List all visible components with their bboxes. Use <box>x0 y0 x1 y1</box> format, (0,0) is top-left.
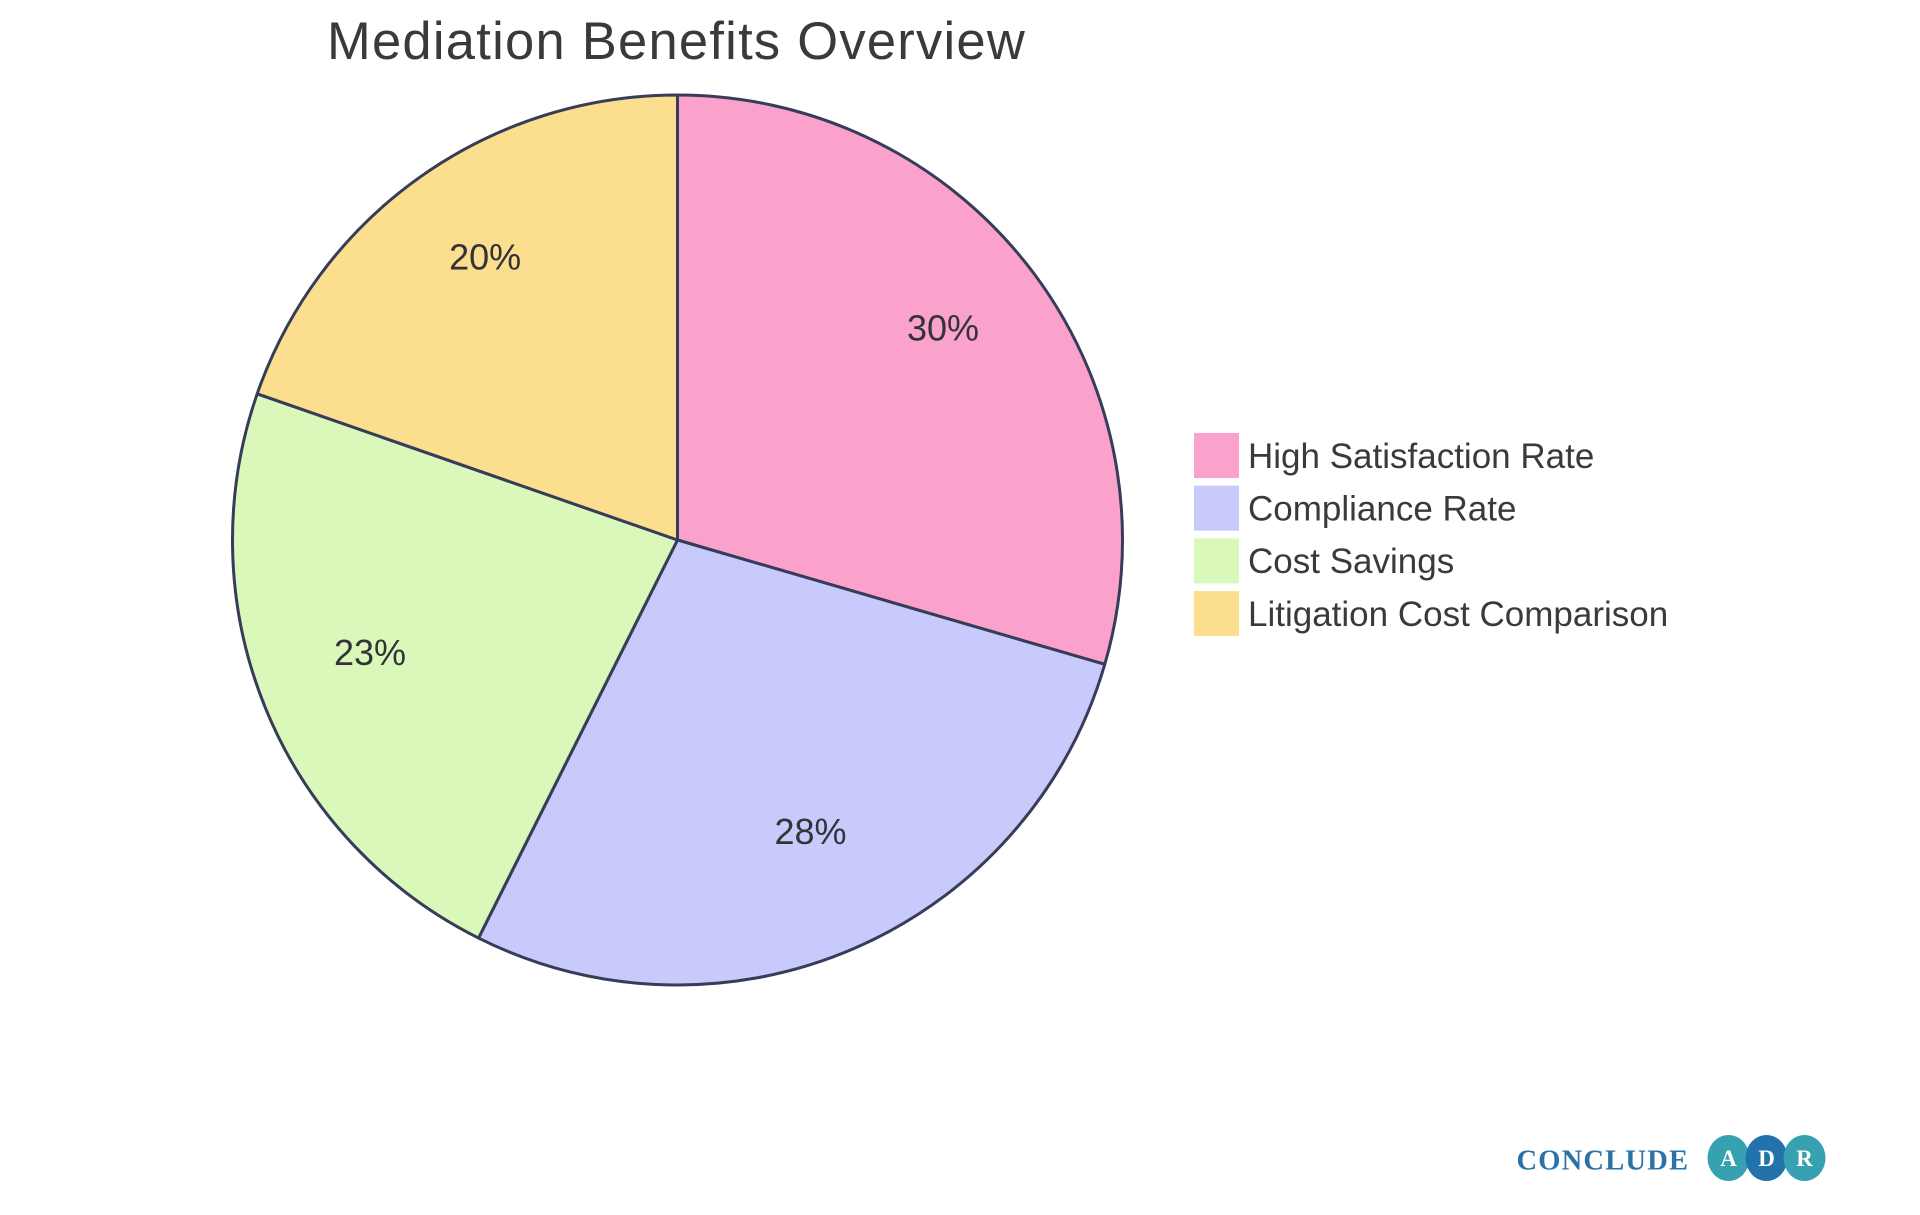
svg-text:R: R <box>1796 1146 1813 1171</box>
svg-text:CONCLUDE: CONCLUDE <box>1517 1145 1690 1176</box>
svg-text:High Satisfaction Rate: High Satisfaction Rate <box>1248 437 1594 476</box>
svg-text:D: D <box>1758 1146 1775 1171</box>
svg-text:Compliance Rate: Compliance Rate <box>1248 490 1516 529</box>
svg-text:Litigation Cost Comparison: Litigation Cost Comparison <box>1248 595 1668 634</box>
svg-text:Mediation Benefits Overview: Mediation Benefits Overview <box>327 12 1026 71</box>
svg-text:Cost Savings: Cost Savings <box>1248 542 1454 581</box>
svg-text:20%: 20% <box>449 236 521 277</box>
svg-text:28%: 28% <box>774 811 846 852</box>
svg-text:A: A <box>1720 1146 1737 1171</box>
svg-text:30%: 30% <box>907 308 979 349</box>
svg-text:23%: 23% <box>334 632 406 673</box>
